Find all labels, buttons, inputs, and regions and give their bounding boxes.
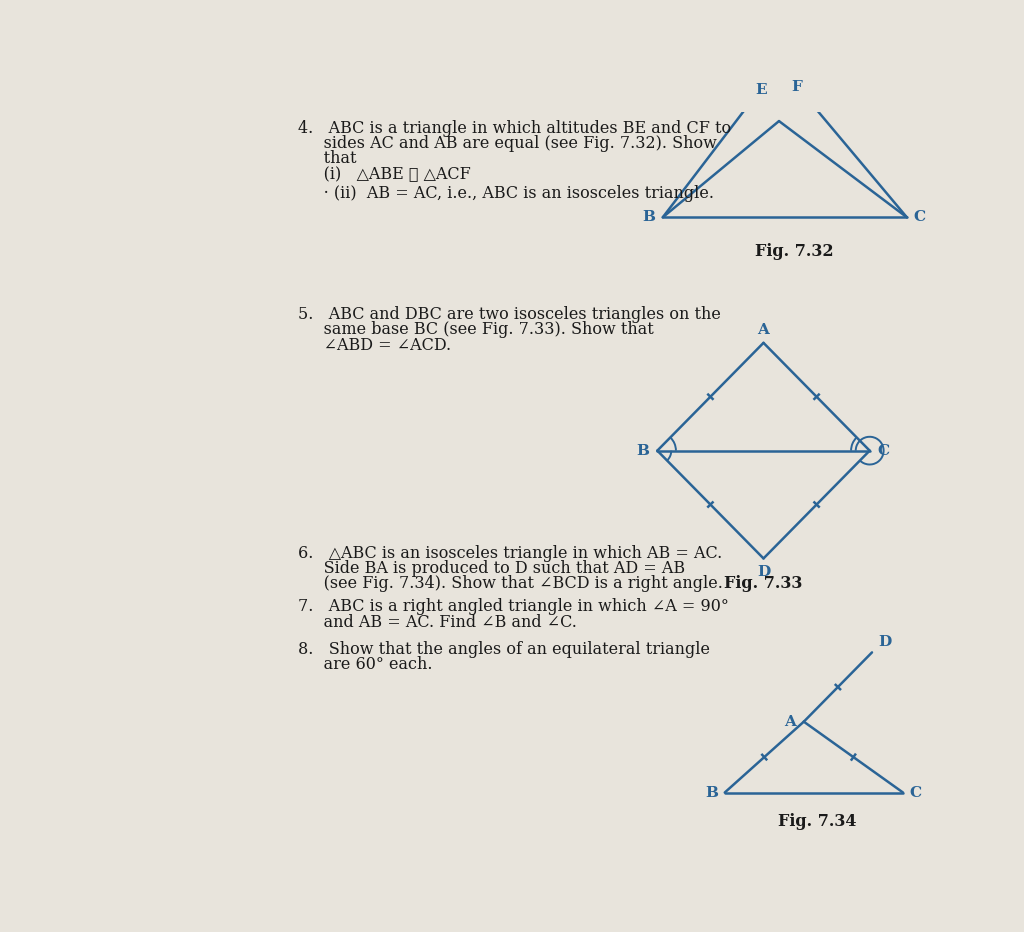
Text: 5.   ABC and DBC are two isosceles triangles on the: 5. ABC and DBC are two isosceles triangl… <box>299 306 721 322</box>
Text: C: C <box>878 444 890 458</box>
Text: are 60° each.: are 60° each. <box>299 656 433 673</box>
Text: D: D <box>757 565 770 579</box>
Text: Fig. 7.34: Fig. 7.34 <box>778 813 857 829</box>
Text: B: B <box>642 211 655 225</box>
Text: C: C <box>913 211 926 225</box>
Text: (see Fig. 7.34). Show that ∠BCD is a right angle.: (see Fig. 7.34). Show that ∠BCD is a rig… <box>299 575 723 593</box>
Text: sides AC and AB are equal (see Fig. 7.32). Show: sides AC and AB are equal (see Fig. 7.32… <box>299 135 718 152</box>
Text: Fig. 7.32: Fig. 7.32 <box>755 242 834 260</box>
Text: that: that <box>299 150 357 168</box>
Text: F: F <box>792 80 802 94</box>
Text: 8.   Show that the angles of an equilateral triangle: 8. Show that the angles of an equilatera… <box>299 641 711 658</box>
Text: B: B <box>706 786 719 800</box>
Text: A: A <box>758 322 769 336</box>
Text: ∠ABD = ∠ACD.: ∠ABD = ∠ACD. <box>299 336 452 353</box>
Text: D: D <box>879 635 892 649</box>
Text: 6.   △ABC is an isosceles triangle in which AB = AC.: 6. △ABC is an isosceles triangle in whic… <box>299 544 723 562</box>
Text: B: B <box>637 444 649 458</box>
Text: 7.   ABC is a right angled triangle in which ∠A = 90°: 7. ABC is a right angled triangle in whi… <box>299 598 729 615</box>
Text: same base BC (see Fig. 7.33). Show that: same base BC (see Fig. 7.33). Show that <box>299 322 654 338</box>
Text: · (ii)  AB = AC, i.e., ABC is an isosceles triangle.: · (ii) AB = AC, i.e., ABC is an isoscele… <box>299 185 715 202</box>
Text: and AB = AC. Find ∠B and ∠C.: and AB = AC. Find ∠B and ∠C. <box>299 614 578 631</box>
Text: (i)   △ABE ≅ △ACF: (i) △ABE ≅ △ACF <box>299 166 471 183</box>
Text: Fig. 7.33: Fig. 7.33 <box>724 575 803 593</box>
Text: Side BA is produced to D such that AD = AB: Side BA is produced to D such that AD = … <box>299 560 686 577</box>
Text: A: A <box>784 715 796 729</box>
Text: E: E <box>756 83 767 97</box>
Text: C: C <box>909 786 922 800</box>
Text: 4.   ABC is a triangle in which altitudes BE and CF to: 4. ABC is a triangle in which altitudes … <box>299 119 731 137</box>
